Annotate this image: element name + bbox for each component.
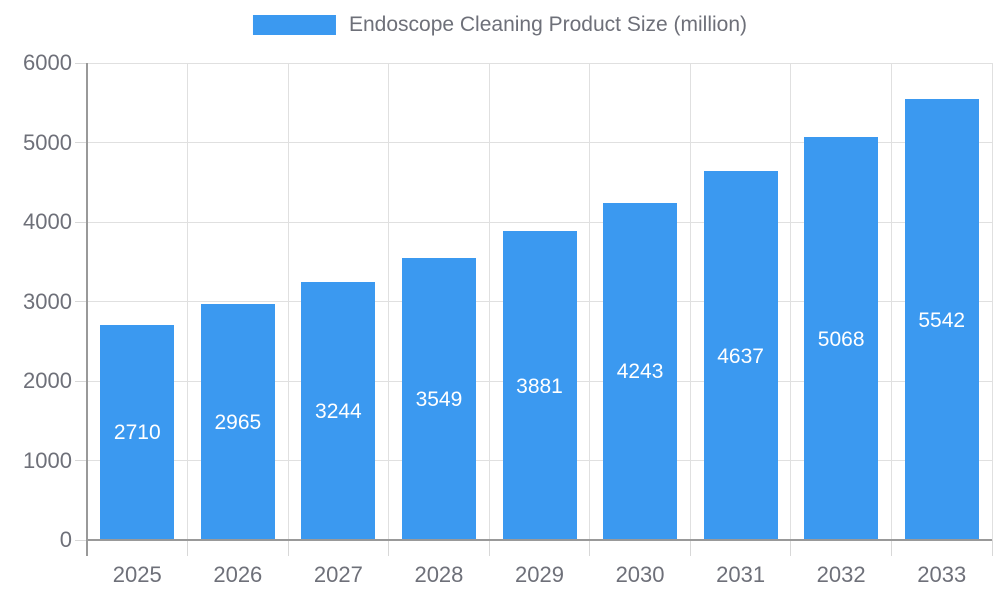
x-axis-tick-label: 2029 [515,562,564,587]
x-axis-line [87,539,992,541]
gridline-horizontal [87,62,992,64]
x-axis-tick [991,540,993,556]
x-axis-tick [790,540,792,556]
gridline-vertical [287,63,289,540]
y-axis-tick-label: 4000 [23,209,72,234]
legend-label: Endoscope Cleaning Product Size (million… [348,13,748,36]
y-axis-tick [75,62,87,64]
x-axis-tick [589,540,591,556]
x-axis-tick-label: 2025 [112,562,162,587]
y-axis-tick [75,380,87,382]
x-axis-tick [689,540,691,556]
x-axis-tick-label: 2031 [716,562,766,587]
x-axis-tick-label: 2033 [917,562,967,587]
y-axis-tick [75,221,87,223]
y-axis-tick-label: 3000 [23,288,72,314]
bar-2031[interactable] [703,171,778,540]
y-axis-tick-label: 0 [59,527,72,552]
legend[interactable]: Endoscope Cleaning Product Size (million… [252,13,748,36]
y-axis-tick-label: 1000 [23,447,72,473]
bar-2026[interactable] [200,304,275,540]
y-axis-tick-label: 5000 [23,129,72,155]
bar-2025[interactable] [100,324,175,540]
legend-swatch-icon [252,14,336,35]
x-axis-tick-label: 2032 [816,562,866,587]
bar-2030[interactable] [603,202,678,540]
y-axis-tick [75,539,87,541]
bar-2027[interactable] [301,282,376,540]
x-axis-tick-label: 2028 [414,562,464,587]
x-axis-tick [187,540,189,556]
y-axis-line [86,63,88,556]
bar-2029[interactable] [502,231,577,540]
y-axis-tick-label: 6000 [23,50,72,75]
y-axis-tick [75,460,87,461]
bar-2028[interactable] [401,257,476,540]
gridline-vertical [187,63,189,540]
y-axis-tick [75,142,87,143]
x-axis-tick-label: 2026 [213,562,263,587]
gridline-vertical [388,63,390,540]
gridline-horizontal [87,221,992,223]
x-axis-tick [287,540,289,556]
gridline-vertical [991,63,993,540]
bar-2032[interactable] [804,137,879,540]
gridline-vertical [790,63,792,540]
x-axis-tick-label: 2027 [313,562,363,587]
x-axis-tick [890,540,892,556]
y-axis-tick [75,301,87,302]
x-axis-tick [488,540,490,556]
bar-2033[interactable] [904,99,979,540]
x-axis-tick-label: 2030 [615,562,665,587]
gridline-horizontal [87,142,992,143]
y-axis-tick-label: 2000 [23,368,72,393]
gridline-vertical [890,63,892,540]
x-axis-tick [388,540,390,556]
gridline-vertical [689,63,691,540]
gridline-vertical [488,63,490,540]
gridline-vertical [589,63,591,540]
